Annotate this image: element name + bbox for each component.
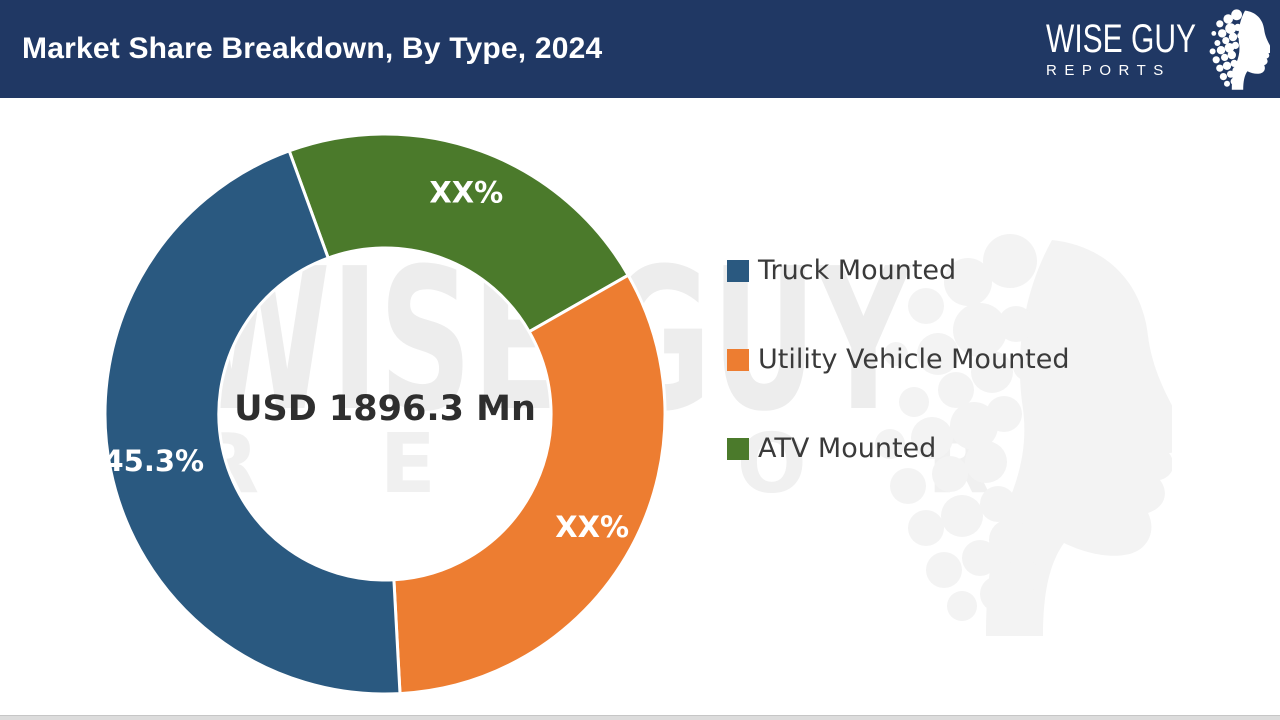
legend-swatch	[727, 260, 749, 282]
segment-value-label: XX%	[555, 510, 629, 544]
donut-center-label: USD 1896.3 Mn	[234, 389, 536, 429]
pie-segment-atv-mounted	[287, 132, 630, 334]
legend-swatch	[727, 349, 749, 371]
legend-label: Utility Vehicle Mounted	[758, 344, 1070, 375]
chart-legend: Truck Mounted Utility Vehicle Mounted AT…	[727, 255, 1070, 465]
legend-label: ATV Mounted	[758, 433, 937, 464]
legend-item-utility-vehicle-mounted: Utility Vehicle Mounted	[727, 344, 1070, 376]
segment-value-label: 45.3%	[103, 444, 204, 478]
brand-logo: WISE GUY REPORTS	[1046, 0, 1270, 98]
legend-item-atv-mounted: ATV Mounted	[727, 433, 1070, 465]
bottom-border	[0, 715, 1280, 720]
logo-head-icon	[1209, 9, 1270, 90]
header-bar: Market Share Breakdown, By Type, 2024	[0, 0, 1280, 98]
legend-label: Truck Mounted	[758, 255, 957, 286]
segment-value-label: XX%	[429, 175, 503, 209]
pie-segment-utility-vehicle-mounted	[392, 273, 667, 696]
page-title: Market Share Breakdown, By Type, 2024	[22, 32, 603, 65]
logo-reports-text: REPORTS	[1046, 62, 1171, 79]
legend-swatch	[727, 438, 749, 460]
logo-wordmark: WISE GUY	[1046, 17, 1197, 61]
legend-item-truck-mounted: Truck Mounted	[727, 255, 1070, 287]
logo-text: WISE GUY REPORTS	[1046, 19, 1208, 79]
donut-chart: XX% XX% 45.3% USD 1896.3 Mn	[103, 132, 667, 696]
pie-segment-truck-mounted	[103, 149, 402, 696]
